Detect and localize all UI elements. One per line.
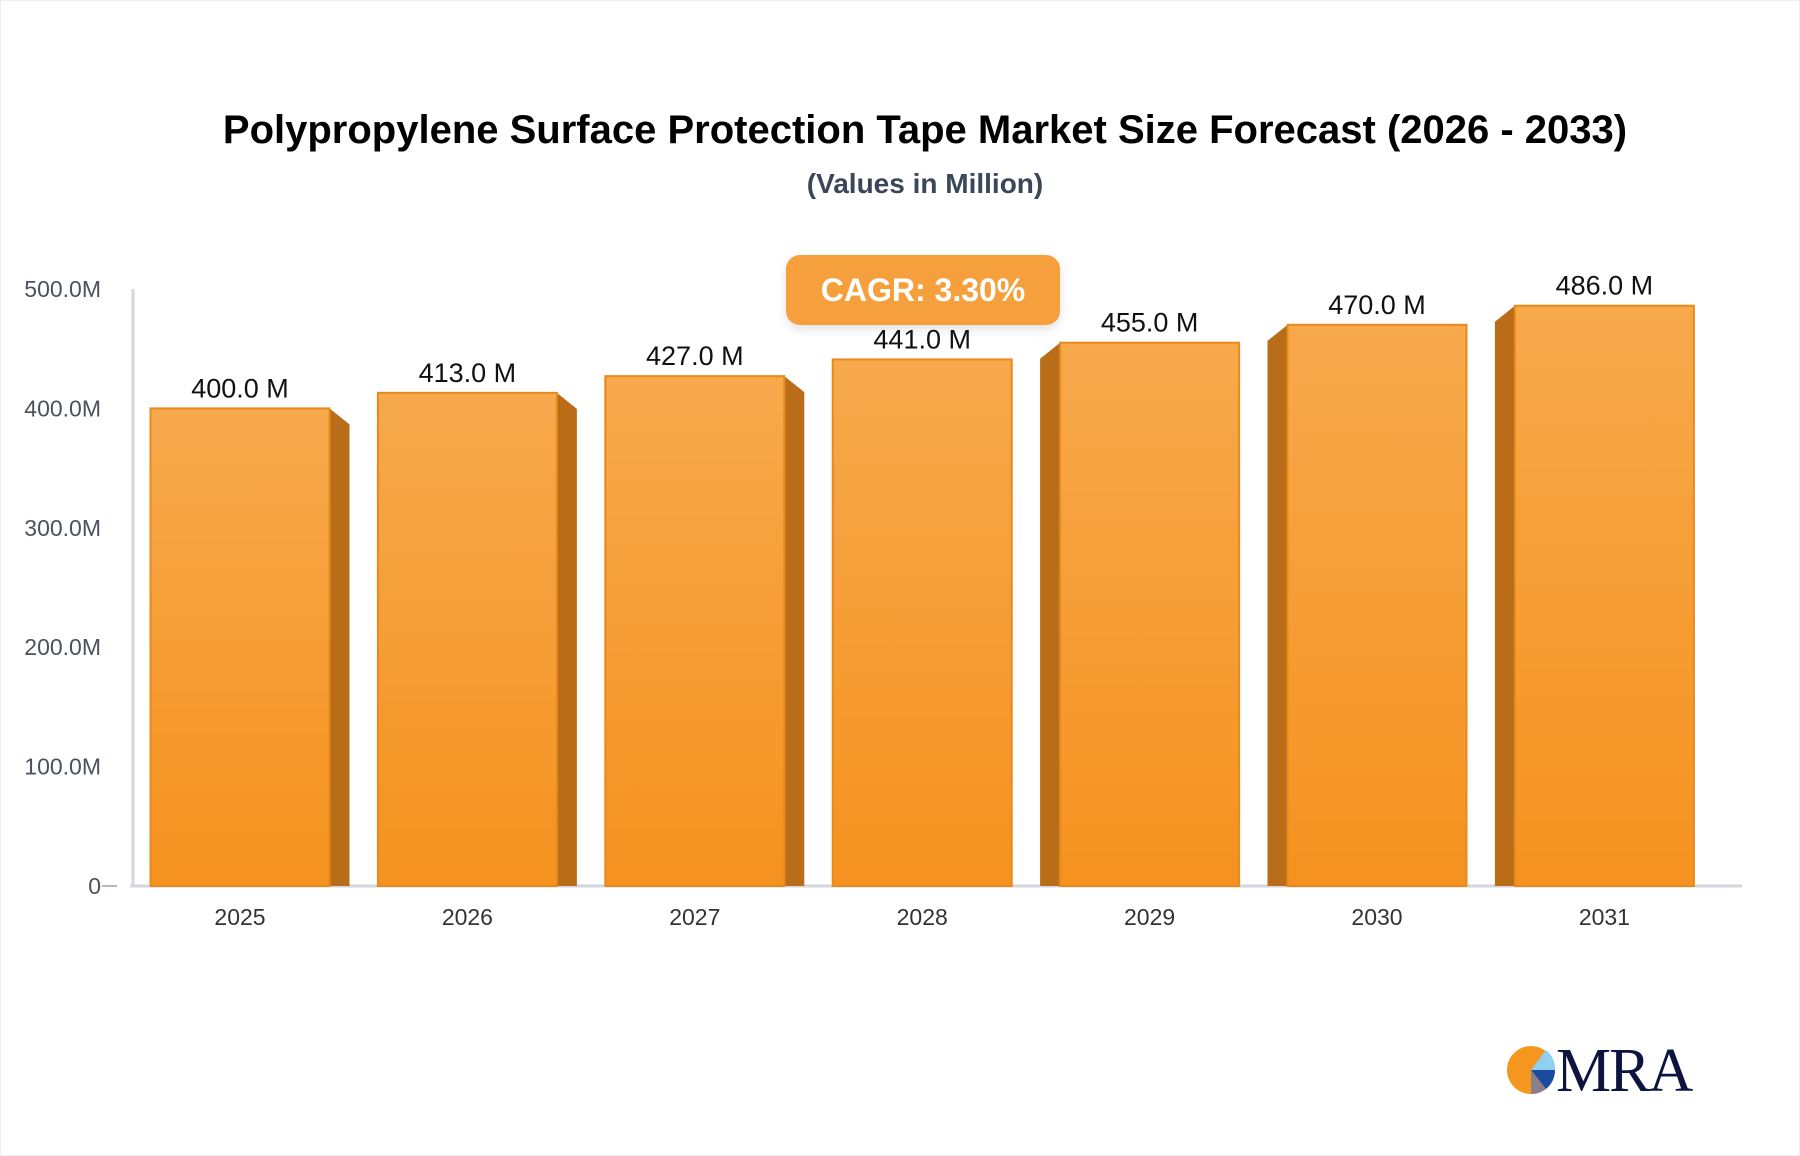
- cagr-badge: CAGR: 3.30%: [786, 255, 1060, 325]
- bar-2025: [149, 407, 331, 887]
- x-tick-label: 2028: [897, 904, 948, 930]
- bar-side: [329, 408, 350, 886]
- bar-side: [1494, 305, 1515, 886]
- bar-side: [1267, 324, 1288, 886]
- x-tick-label: 2025: [214, 904, 265, 930]
- bar-2028: [831, 358, 1013, 888]
- data-label: 486.0 M: [1556, 271, 1654, 301]
- y-tick-label: 500.0M: [24, 276, 101, 302]
- data-label: 413.0 M: [419, 358, 517, 388]
- bar-side: [784, 376, 805, 886]
- bar-2030: [1286, 323, 1468, 887]
- bar-2031: [1513, 304, 1695, 887]
- data-label: 470.0 M: [1328, 290, 1426, 320]
- bar-side: [556, 392, 577, 886]
- x-tick-label: 2026: [442, 904, 493, 930]
- pie-logo-icon: [1507, 1046, 1556, 1095]
- chart-subtitle: (Values in Million): [806, 168, 1044, 199]
- chart-title: Polypropylene Surface Protection Tape Ma…: [222, 108, 1628, 152]
- data-label: 455.0 M: [1101, 308, 1199, 338]
- mra-logo: MRA: [1506, 1037, 1696, 1105]
- x-tick-label: 2027: [669, 904, 720, 930]
- bar-2026: [376, 391, 558, 887]
- bar-side: [1040, 342, 1061, 887]
- bar-2029: [1059, 341, 1241, 888]
- y-tick-label: 100.0M: [24, 754, 101, 780]
- x-tick-label: 2031: [1579, 904, 1630, 930]
- bar-2027: [604, 375, 786, 887]
- y-tick-label: 0: [88, 873, 101, 899]
- data-label: 441.0 M: [873, 324, 971, 354]
- logo-text: MRA: [1556, 1037, 1693, 1105]
- y-tick-label: 200.0M: [24, 634, 101, 660]
- y-tick-label: 400.0M: [24, 395, 101, 421]
- x-tick-label: 2030: [1351, 904, 1402, 930]
- y-tick-label: 300.0M: [24, 515, 101, 541]
- data-label: 427.0 M: [646, 341, 744, 371]
- x-tick-label: 2029: [1124, 904, 1175, 930]
- data-label: 400.0 M: [191, 373, 289, 403]
